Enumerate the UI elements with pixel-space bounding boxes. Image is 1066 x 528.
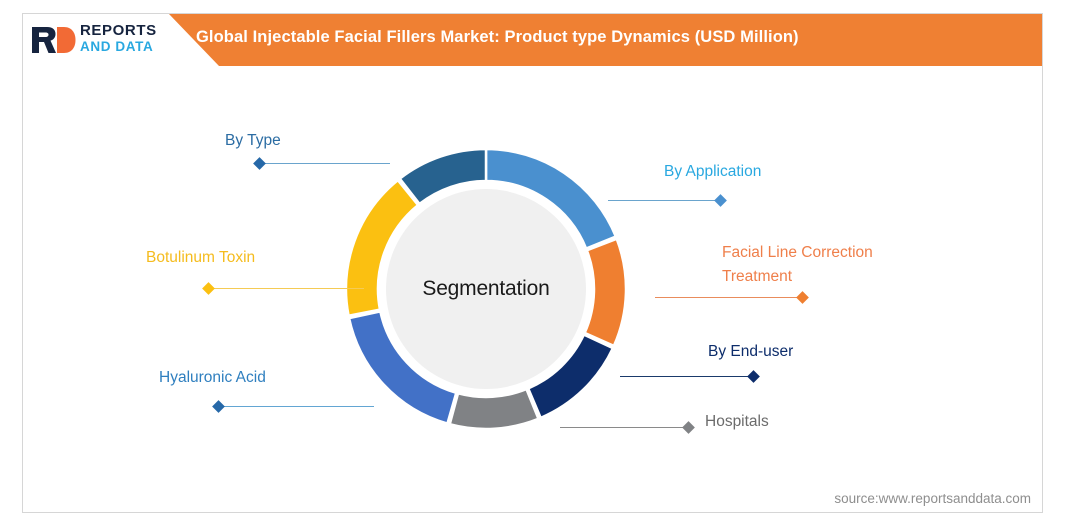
source-credit: source:www.reportsanddata.com xyxy=(834,491,1031,506)
callout-by-type-label: By Type xyxy=(225,132,281,149)
callout-botulinum-toxin-leader-line xyxy=(212,288,364,289)
donut-slice[interactable] xyxy=(344,178,420,318)
brand-logo[interactable]: REPORTS AND DATA xyxy=(30,22,170,60)
donut-slices xyxy=(344,147,628,431)
donut-slice[interactable] xyxy=(347,309,458,426)
donut-slice[interactable] xyxy=(526,332,615,420)
logo-mark-icon xyxy=(32,27,76,53)
page-title: Global Injectable Facial Fillers Market:… xyxy=(196,28,799,46)
donut-slice[interactable] xyxy=(448,387,541,431)
callout-facial-line-correction-label-line2: Treatment xyxy=(722,268,793,285)
callout-hospitals-leader-line xyxy=(560,427,690,428)
donut-center-disc xyxy=(386,189,586,389)
callout-facial-line-correction-leader-line xyxy=(655,297,803,298)
donut-slice[interactable] xyxy=(484,147,618,251)
callout-hyaluronic-acid-leader-line xyxy=(222,406,374,407)
header-banner xyxy=(169,14,1042,66)
callout-hyaluronic-acid-label: Hyaluronic Acid xyxy=(159,369,266,386)
callout-by-end-user-leader-line xyxy=(620,376,754,377)
callout-by-application-leader-line xyxy=(608,200,720,201)
logo-line-1: REPORTS xyxy=(80,22,157,39)
callout-botulinum-toxin-label: Botulinum Toxin xyxy=(146,249,256,266)
callout-by-end-user-label: By End-user xyxy=(708,343,794,360)
callout-facial-line-correction-label-line1: Facial Line Correction xyxy=(722,244,873,261)
logo-wordmark: REPORTS AND DATA xyxy=(80,22,157,55)
callout-by-application-label: By Application xyxy=(664,163,762,180)
logo-line-2: AND DATA xyxy=(80,39,154,54)
callout-by-type-leader-line xyxy=(265,163,390,164)
donut-svg xyxy=(344,147,628,431)
donut-slice[interactable] xyxy=(398,147,488,206)
donut-slice[interactable] xyxy=(583,237,628,348)
callout-hospitals-label: Hospitals xyxy=(705,413,769,430)
